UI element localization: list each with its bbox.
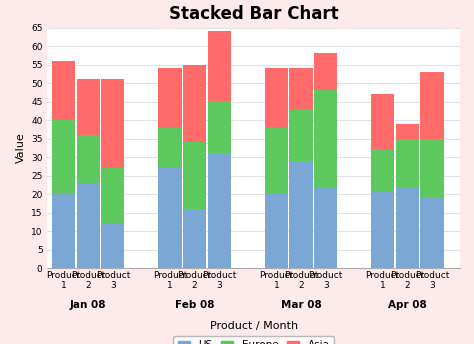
Bar: [158, 168, 182, 268]
Bar: [371, 191, 394, 268]
Bar: [290, 161, 312, 268]
Bar: [314, 187, 337, 268]
Bar: [52, 194, 75, 268]
Text: Jan 08: Jan 08: [70, 300, 107, 310]
Bar: [265, 68, 288, 128]
Bar: [101, 79, 125, 168]
Bar: [77, 135, 100, 183]
Legend: US, Europe, Asia: US, Europe, Asia: [173, 336, 334, 344]
Bar: [101, 224, 125, 268]
Bar: [420, 198, 444, 268]
Y-axis label: Value: Value: [16, 132, 26, 163]
Bar: [420, 139, 444, 198]
Bar: [77, 79, 100, 135]
Bar: [183, 65, 206, 142]
Bar: [420, 72, 444, 139]
Bar: [371, 150, 394, 191]
Bar: [371, 94, 394, 150]
Bar: [314, 53, 337, 90]
Bar: [52, 120, 75, 194]
Bar: [290, 68, 312, 109]
Bar: [314, 90, 337, 187]
Bar: [265, 128, 288, 194]
Bar: [208, 153, 231, 268]
Bar: [208, 101, 231, 153]
Text: Mar 08: Mar 08: [281, 300, 321, 310]
Title: Stacked Bar Chart: Stacked Bar Chart: [169, 5, 338, 23]
Bar: [183, 209, 206, 268]
X-axis label: Product / Month: Product / Month: [210, 321, 298, 331]
Bar: [396, 187, 419, 268]
Bar: [158, 128, 182, 168]
Bar: [77, 183, 100, 268]
Bar: [396, 124, 419, 139]
Bar: [208, 31, 231, 101]
Bar: [396, 139, 419, 187]
Bar: [265, 194, 288, 268]
Bar: [183, 142, 206, 209]
Bar: [101, 168, 125, 224]
Bar: [158, 68, 182, 128]
Bar: [52, 61, 75, 120]
Text: Apr 08: Apr 08: [388, 300, 427, 310]
Text: Feb 08: Feb 08: [175, 300, 214, 310]
Bar: [290, 109, 312, 161]
